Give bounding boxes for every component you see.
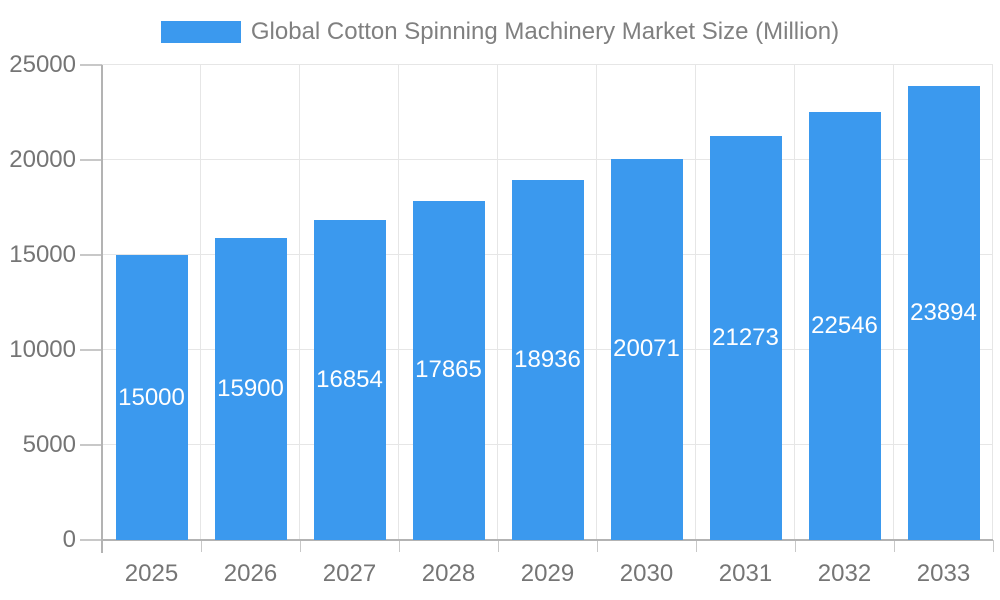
y-tick-mark: [80, 539, 102, 541]
bar-value-label: 22546: [811, 311, 878, 339]
x-tick-label: 2028: [421, 560, 476, 587]
x-tick-label: 2032: [817, 560, 872, 587]
y-tick-label: 15000: [9, 241, 76, 268]
bar-2033[interactable]: [907, 86, 980, 540]
gridline-v: [200, 65, 201, 540]
x-tick-mark: [696, 540, 697, 552]
bar-value-label: 15000: [118, 383, 185, 411]
bar-value-label: 16854: [316, 365, 383, 393]
bar-2028[interactable]: [412, 200, 485, 540]
gridline-v: [893, 65, 894, 540]
x-tick-label: 2026: [223, 560, 278, 587]
x-tick-mark: [597, 540, 598, 552]
gridline-v: [596, 65, 597, 540]
bar-2027[interactable]: [313, 219, 386, 540]
bar-2026[interactable]: [214, 237, 287, 540]
x-axis-line: [102, 539, 993, 541]
x-tick-label: 2030: [619, 560, 674, 587]
gridline-h: [102, 64, 993, 65]
x-tick-label: 2029: [520, 560, 575, 587]
bar-value-label: 18936: [514, 346, 581, 374]
x-tick-mark: [894, 540, 895, 552]
y-axis-line: [101, 65, 103, 553]
y-tick-label: 0: [62, 526, 76, 553]
bar-2025[interactable]: [115, 255, 188, 540]
x-tick-mark: [300, 540, 301, 552]
chart-legend[interactable]: Global Cotton Spinning Machinery Market …: [0, 12, 1000, 52]
y-tick-label: 5000: [22, 431, 76, 458]
x-tick-mark: [399, 540, 400, 552]
y-tick-mark: [80, 64, 102, 66]
x-tick-label: 2031: [718, 560, 773, 587]
y-tick-label: 20000: [9, 146, 76, 173]
legend-label: Global Cotton Spinning Machinery Market …: [250, 18, 840, 45]
y-tick-label: 10000: [9, 336, 76, 363]
y-tick-mark: [80, 254, 102, 256]
gridline-v: [992, 65, 993, 540]
x-tick-mark: [993, 540, 994, 552]
bar-value-label: 20071: [613, 335, 680, 363]
bar-value-label: 17865: [415, 356, 482, 384]
gridline-h: [102, 159, 993, 160]
bar-2030[interactable]: [610, 158, 683, 540]
x-tick-label: 2027: [322, 560, 377, 587]
x-tick-mark: [498, 540, 499, 552]
bar-value-label: 15900: [217, 374, 284, 402]
bar-2029[interactable]: [511, 180, 584, 540]
legend-swatch: [160, 21, 241, 43]
bar-2032[interactable]: [808, 111, 881, 540]
y-tick-mark: [80, 349, 102, 351]
bar-2031[interactable]: [709, 135, 782, 540]
x-tick-label: 2033: [916, 560, 971, 587]
y-tick-mark: [80, 444, 102, 446]
bar-value-label: 21273: [712, 323, 779, 351]
gridline-v: [794, 65, 795, 540]
bar-value-label: 23894: [910, 299, 977, 326]
x-tick-mark: [795, 540, 796, 552]
x-tick-label: 2025: [124, 560, 179, 587]
x-tick-mark: [201, 540, 202, 552]
gridline-v: [299, 65, 300, 540]
gridline-v: [398, 65, 399, 540]
y-tick-label: 25000: [9, 51, 76, 78]
gridline-v: [497, 65, 498, 540]
gridline-v: [695, 65, 696, 540]
y-tick-mark: [80, 159, 102, 161]
